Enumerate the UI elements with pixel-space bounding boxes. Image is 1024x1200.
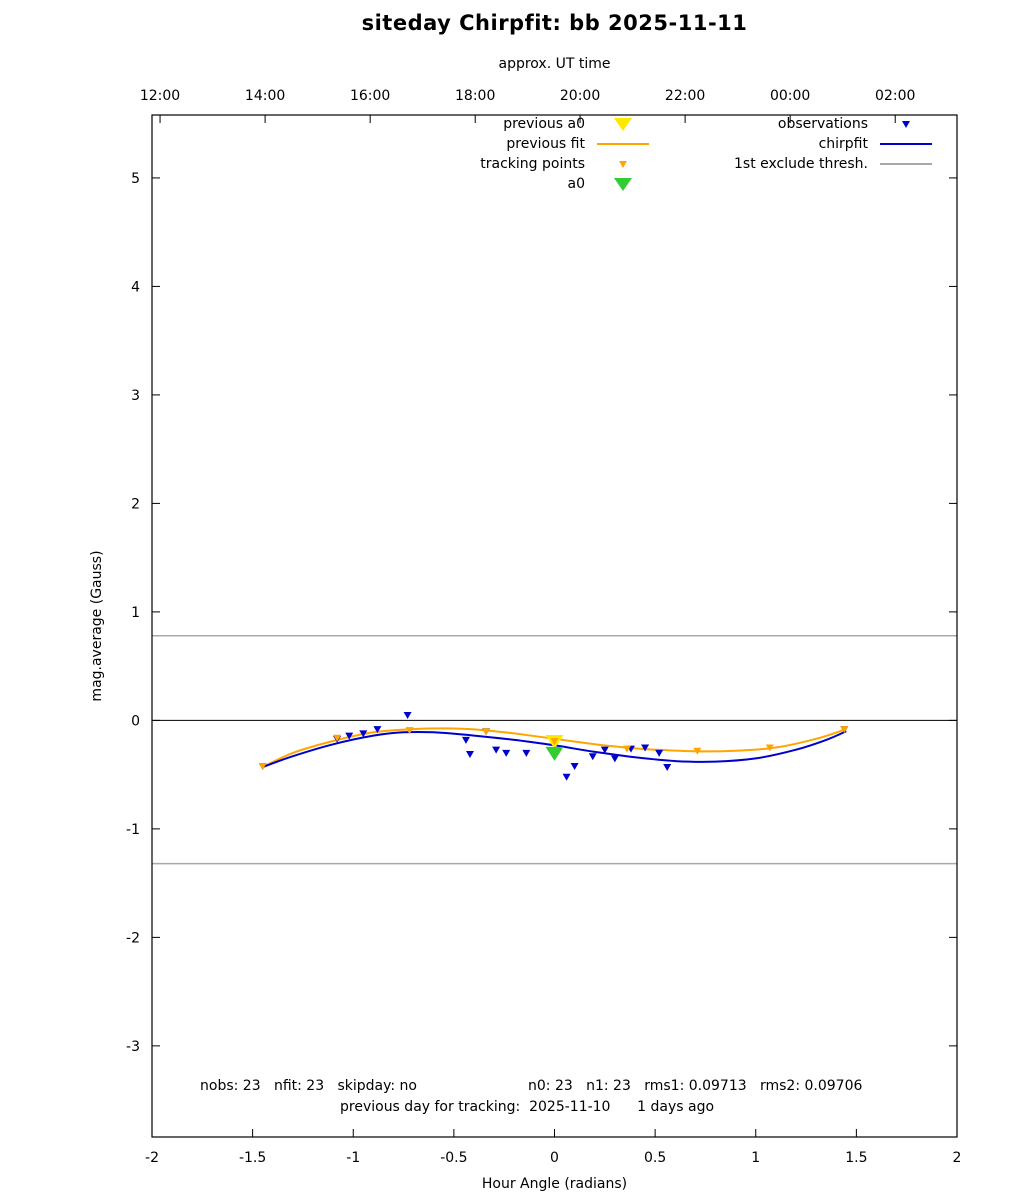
y-tick-label: -2 <box>126 930 140 946</box>
y-tick-label: 1 <box>131 605 140 621</box>
tracking-points-triangle-down-icon <box>619 161 627 168</box>
series-a0 <box>545 746 564 761</box>
triangle-down-icon <box>570 762 579 770</box>
triangle-down-icon <box>663 764 672 772</box>
x-tick-label: 0 <box>550 1150 559 1166</box>
y-tick-label: -1 <box>126 822 140 838</box>
triangle-down-icon <box>461 736 470 744</box>
x-tick-label: 1 <box>751 1150 760 1166</box>
y-tick-label: -3 <box>126 1039 140 1055</box>
y-tick-label: 5 <box>131 171 140 187</box>
triangle-down-icon <box>655 749 664 757</box>
legend-label: 1st exclude thresh. <box>734 156 868 172</box>
x-tick-label: -0.5 <box>440 1150 467 1166</box>
stats-n0-n1-rms: n0: 23 n1: 23 rms1: 0.09713 rms2: 0.0970… <box>528 1078 863 1094</box>
observations-triangle-down-icon <box>902 121 910 128</box>
triangle-down-icon <box>492 746 501 754</box>
top-axis-tick-label: 18:00 <box>455 88 495 104</box>
legend-left-column: previous a0 previous fit tracking points a0 <box>415 114 653 194</box>
x-tick-label: 2 <box>953 1150 962 1166</box>
y-tick-label: 2 <box>131 496 140 512</box>
top-axis-tick-label: 14:00 <box>245 88 285 104</box>
plot-frame <box>151 114 958 1138</box>
triangle-down-icon <box>345 732 354 740</box>
legend-label: a0 <box>567 176 586 192</box>
top-axis-label: approx. UT time <box>498 56 611 72</box>
series-observations <box>258 711 849 781</box>
a0-triangle-down-icon <box>614 178 632 191</box>
legend-right-column: observations chirpfit 1st exclude thresh. <box>698 114 936 174</box>
legend-item-1st-exclude-thresh: 1st exclude thresh. <box>698 154 936 174</box>
triangle-down-icon <box>403 711 412 719</box>
triangle-down-icon <box>333 734 342 742</box>
legend-label: observations <box>777 116 868 132</box>
y-axis-label: mag.average (Gauss) <box>89 550 105 702</box>
top-axis-tick-label: 12:00 <box>140 88 180 104</box>
triangle-down-icon <box>359 730 368 738</box>
triangle-down-icon <box>373 726 382 734</box>
series-tracking-points <box>258 726 849 770</box>
y-tick-label: 0 <box>131 713 140 729</box>
x-tick-label: -1.5 <box>239 1150 266 1166</box>
triangle-down-icon <box>840 726 849 734</box>
triangle-down-icon <box>550 738 559 746</box>
triangle-down-icon <box>465 751 474 759</box>
previous-fit-line-sample-icon <box>597 143 649 145</box>
legend-item-chirpfit: chirpfit <box>698 134 936 154</box>
top-axis-tick-label: 00:00 <box>770 88 810 104</box>
triangle-down-icon <box>622 745 631 753</box>
chirpfit-line-sample-icon <box>880 143 932 145</box>
triangle-down-icon <box>600 746 609 754</box>
legend-item-tracking-points: tracking points <box>415 154 653 174</box>
x-tick-label: -2 <box>145 1150 159 1166</box>
top-axis-tick-label: 16:00 <box>350 88 390 104</box>
triangle-down-icon <box>482 728 491 736</box>
triangle-down-icon <box>522 749 531 757</box>
triangle-down-icon <box>641 744 650 752</box>
previous-a0-triangle-down-icon <box>614 118 632 131</box>
x-axis-label: Hour Angle (radians) <box>481 1176 628 1192</box>
legend-item-observations: observations <box>698 114 936 134</box>
x-tick-label: 0.5 <box>644 1150 666 1166</box>
top-axis-tick-label: 02:00 <box>875 88 915 104</box>
triangle-down-icon <box>610 755 619 763</box>
1st-exclude-thresh-line-sample-icon <box>880 163 932 165</box>
triangle-down-icon <box>502 749 511 757</box>
triangle-down-icon <box>545 746 564 761</box>
triangle-down-icon <box>693 747 702 755</box>
top-axis-tick-label: 20:00 <box>560 88 600 104</box>
y-tick-label: 3 <box>131 388 140 404</box>
triangle-down-icon <box>562 773 571 781</box>
chart-title: siteday Chirpfit: bb 2025-11-11 <box>361 11 748 35</box>
x-tick-label: 1.5 <box>845 1150 867 1166</box>
y-tick-label: 4 <box>131 279 140 295</box>
legend-label: chirpfit <box>818 136 868 152</box>
stats-nobs-nfit-skipday: nobs: 23 nfit: 23 skipday: no <box>200 1078 417 1094</box>
top-axis-tick-label: 22:00 <box>665 88 705 104</box>
stats-previous-day: previous day for tracking: 2025-11-10 1 … <box>340 1099 715 1115</box>
legend-item-previous-fit: previous fit <box>415 134 653 154</box>
triangle-down-icon <box>405 727 414 735</box>
triangle-down-icon <box>258 762 267 770</box>
legend-label: previous a0 <box>503 116 585 132</box>
legend-label: tracking points <box>480 156 585 172</box>
triangle-down-icon <box>765 744 774 752</box>
legend-item-previous-a0: previous a0 <box>415 114 653 134</box>
x-tick-label: -1 <box>346 1150 360 1166</box>
triangle-down-icon <box>588 753 597 761</box>
legend-label: previous fit <box>506 136 585 152</box>
legend-item-a0: a0 <box>415 174 653 194</box>
